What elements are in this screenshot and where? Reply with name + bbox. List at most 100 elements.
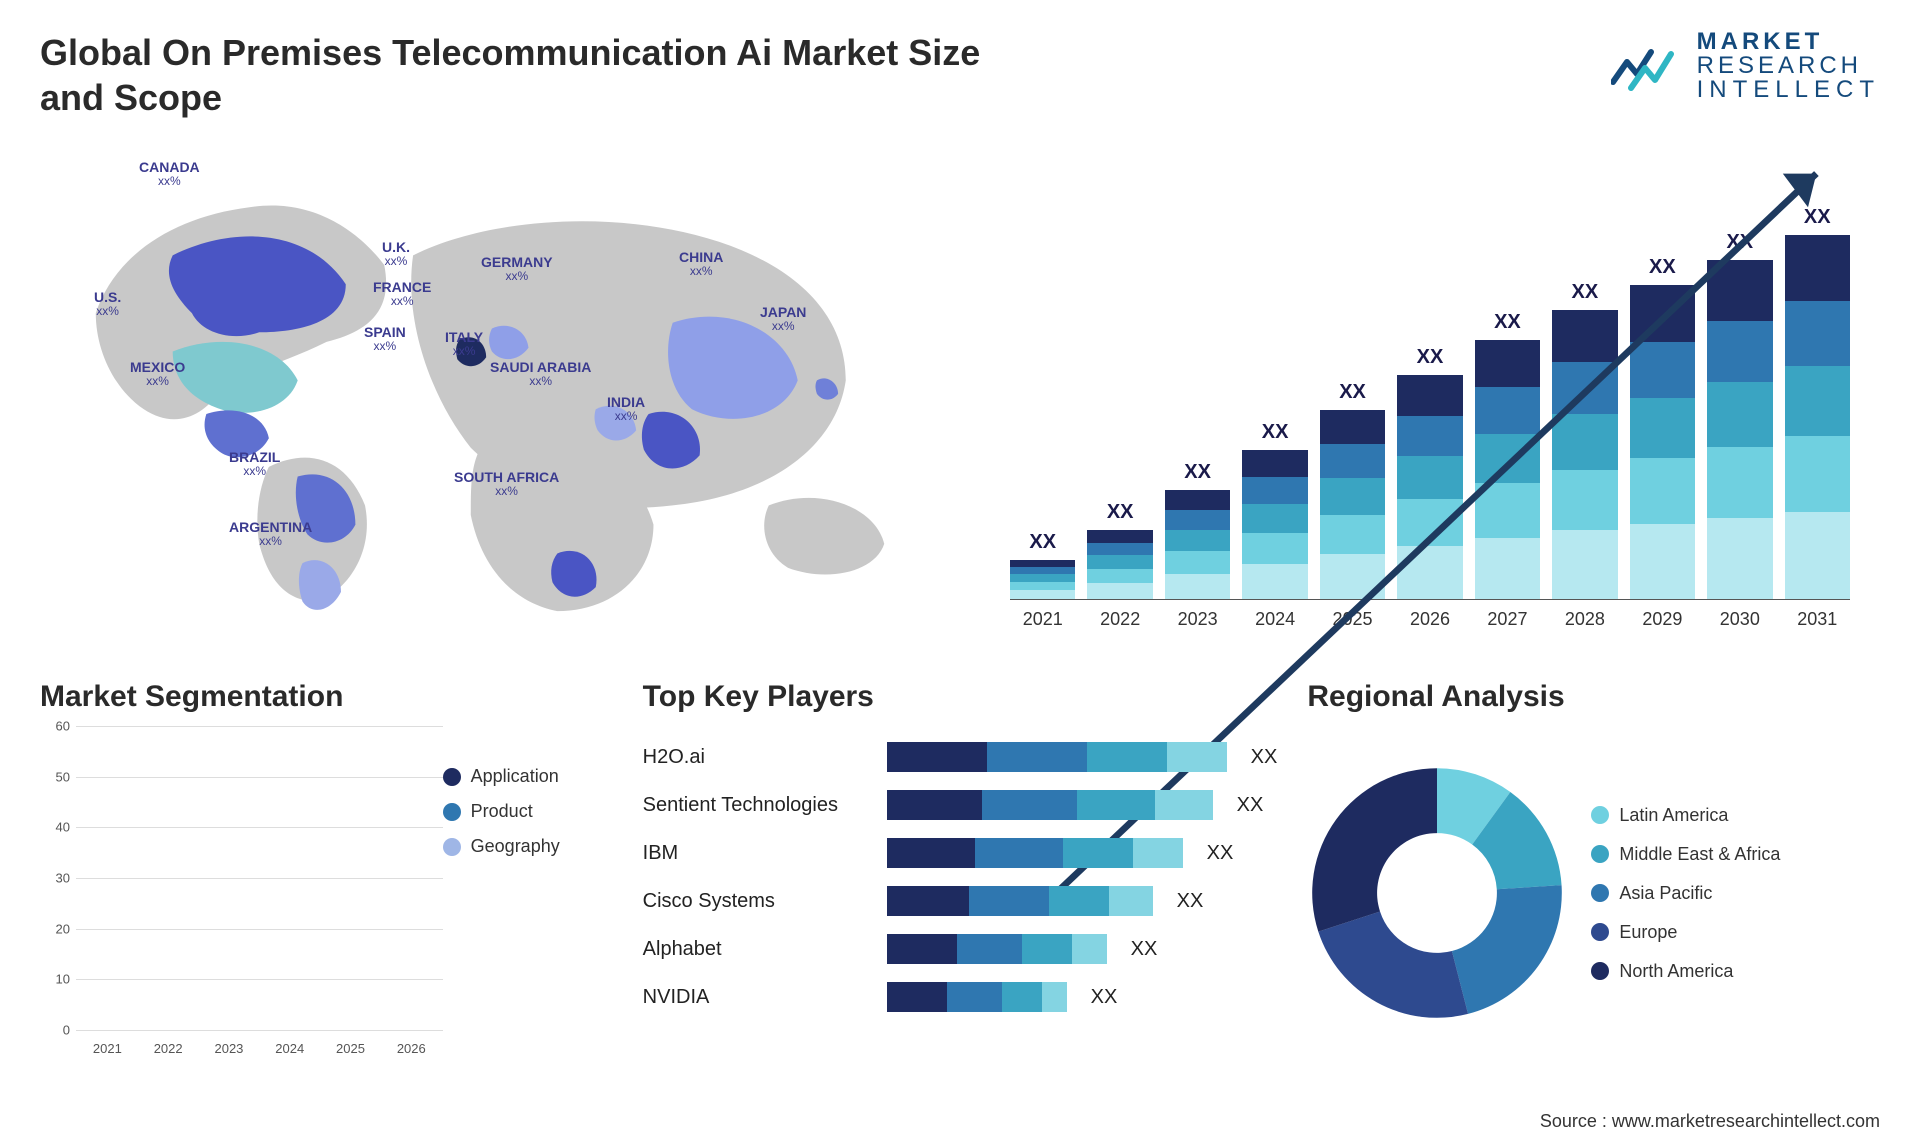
bar-segment xyxy=(1072,934,1107,964)
bar-segment xyxy=(1087,742,1167,772)
donut-slice xyxy=(1319,912,1469,1018)
bar-segment xyxy=(1165,551,1230,574)
bar-segment xyxy=(1165,510,1230,530)
key-player-row: H2O.aiXX xyxy=(643,740,1278,774)
bar-segment xyxy=(1397,546,1462,600)
regional-panel: Regional Analysis Latin AmericaMiddle Ea… xyxy=(1307,680,1880,1060)
bar-segment xyxy=(1320,410,1385,444)
bar-segment xyxy=(1475,538,1540,600)
bar-segment xyxy=(887,982,947,1012)
legend-swatch xyxy=(1591,962,1609,980)
bar-segment xyxy=(1630,398,1695,458)
brand-logo: MARKET RESEARCH INTELLECT xyxy=(1611,30,1880,102)
bar-value-label: XX xyxy=(1184,461,1211,484)
player-bar xyxy=(887,742,1227,772)
legend-item: Europe xyxy=(1591,922,1780,943)
bar-segment xyxy=(1397,456,1462,499)
player-name: IBM xyxy=(643,842,873,865)
x-tick-label: 2026 xyxy=(386,1041,437,1056)
growth-bar: XX xyxy=(1320,381,1385,600)
bar-segment xyxy=(1707,447,1772,518)
bar-segment xyxy=(887,790,982,820)
growth-bar: XX xyxy=(1397,346,1462,600)
player-value: XX xyxy=(1131,938,1158,961)
bar-value-label: XX xyxy=(1804,206,1831,229)
growth-bar: XX xyxy=(1707,231,1772,600)
x-tick-label: 2021 xyxy=(1010,609,1075,630)
bar-value-label: XX xyxy=(1726,231,1753,254)
bar-segment xyxy=(1049,886,1109,916)
world-map-panel: CANADAxx%U.S.xx%MEXICOxx%BRAZILxx%ARGENT… xyxy=(40,140,940,640)
legend-item: Product xyxy=(443,801,613,822)
bar-segment xyxy=(1552,530,1617,600)
key-player-row: AlphabetXX xyxy=(643,932,1278,966)
bar-value-label: XX xyxy=(1107,501,1134,524)
map-label-france: FRANCExx% xyxy=(373,280,431,309)
legend-swatch xyxy=(1591,806,1609,824)
x-tick-label: 2026 xyxy=(1397,609,1462,630)
key-players-panel: Top Key Players H2O.aiXXSentient Technol… xyxy=(643,680,1278,1060)
bar-segment xyxy=(969,886,1049,916)
bar-segment xyxy=(947,982,1002,1012)
player-value: XX xyxy=(1207,842,1234,865)
legend-label: Geography xyxy=(471,836,560,857)
bar-segment xyxy=(1087,583,1152,600)
bar-segment xyxy=(1063,838,1133,868)
x-tick-label: 2029 xyxy=(1630,609,1695,630)
map-label-canada: CANADAxx% xyxy=(139,160,200,189)
growth-chart-panel: XXXXXXXXXXXXXXXXXXXXXX 20212022202320242… xyxy=(980,140,1880,640)
donut-slice xyxy=(1313,768,1438,931)
page-title: Global On Premises Telecommunication Ai … xyxy=(40,30,1040,120)
legend-swatch xyxy=(1591,845,1609,863)
x-tick-label: 2027 xyxy=(1475,609,1540,630)
donut-slice xyxy=(1452,885,1562,1014)
key-player-row: NVIDIAXX xyxy=(643,980,1278,1014)
map-label-china: CHINAxx% xyxy=(679,250,723,279)
bar-segment xyxy=(1630,524,1695,600)
bar-segment xyxy=(1552,470,1617,531)
bar-segment xyxy=(1397,416,1462,457)
map-label-mexico: MEXICOxx% xyxy=(130,360,185,389)
legend-item: Latin America xyxy=(1591,805,1780,826)
map-label-brazil: BRAZILxx% xyxy=(229,450,280,479)
bar-value-label: XX xyxy=(1494,311,1521,334)
legend-swatch xyxy=(443,803,461,821)
bar-segment xyxy=(1165,530,1230,551)
bar-segment xyxy=(1010,574,1075,582)
map-label-saudi-arabia: SAUDI ARABIAxx% xyxy=(490,360,591,389)
bar-segment xyxy=(1397,499,1462,546)
logo-icon xyxy=(1611,38,1685,94)
bar-segment xyxy=(1165,490,1230,510)
legend-item: Middle East & Africa xyxy=(1591,844,1780,865)
legend-label: Middle East & Africa xyxy=(1619,844,1780,865)
x-tick-label: 2031 xyxy=(1785,609,1850,630)
map-label-japan: JAPANxx% xyxy=(760,305,806,334)
legend-item: Asia Pacific xyxy=(1591,883,1780,904)
bar-segment xyxy=(1785,235,1850,301)
legend-label: North America xyxy=(1619,961,1733,982)
bar-value-label: XX xyxy=(1339,381,1366,404)
player-name: Sentient Technologies xyxy=(643,794,873,817)
map-label-germany: GERMANYxx% xyxy=(481,255,553,284)
legend-swatch xyxy=(443,838,461,856)
y-tick-label: 30 xyxy=(56,871,70,886)
legend-label: Product xyxy=(471,801,533,822)
bar-value-label: XX xyxy=(1417,346,1444,369)
legend-label: Europe xyxy=(1619,922,1677,943)
player-bar xyxy=(887,838,1183,868)
bar-segment xyxy=(982,790,1077,820)
y-tick-label: 40 xyxy=(56,820,70,835)
bar-segment xyxy=(1785,366,1850,435)
legend-label: Latin America xyxy=(1619,805,1728,826)
legend-swatch xyxy=(443,768,461,786)
bar-segment xyxy=(1630,285,1695,342)
bar-segment xyxy=(1077,790,1155,820)
bar-segment xyxy=(1707,321,1772,382)
bar-segment xyxy=(1010,567,1075,574)
source-attribution: Source : www.marketresearchintellect.com xyxy=(1540,1111,1880,1132)
bar-segment xyxy=(1785,301,1850,367)
bar-segment xyxy=(1707,382,1772,447)
y-tick-label: 20 xyxy=(56,921,70,936)
y-tick-label: 60 xyxy=(56,719,70,734)
x-tick-label: 2028 xyxy=(1552,609,1617,630)
